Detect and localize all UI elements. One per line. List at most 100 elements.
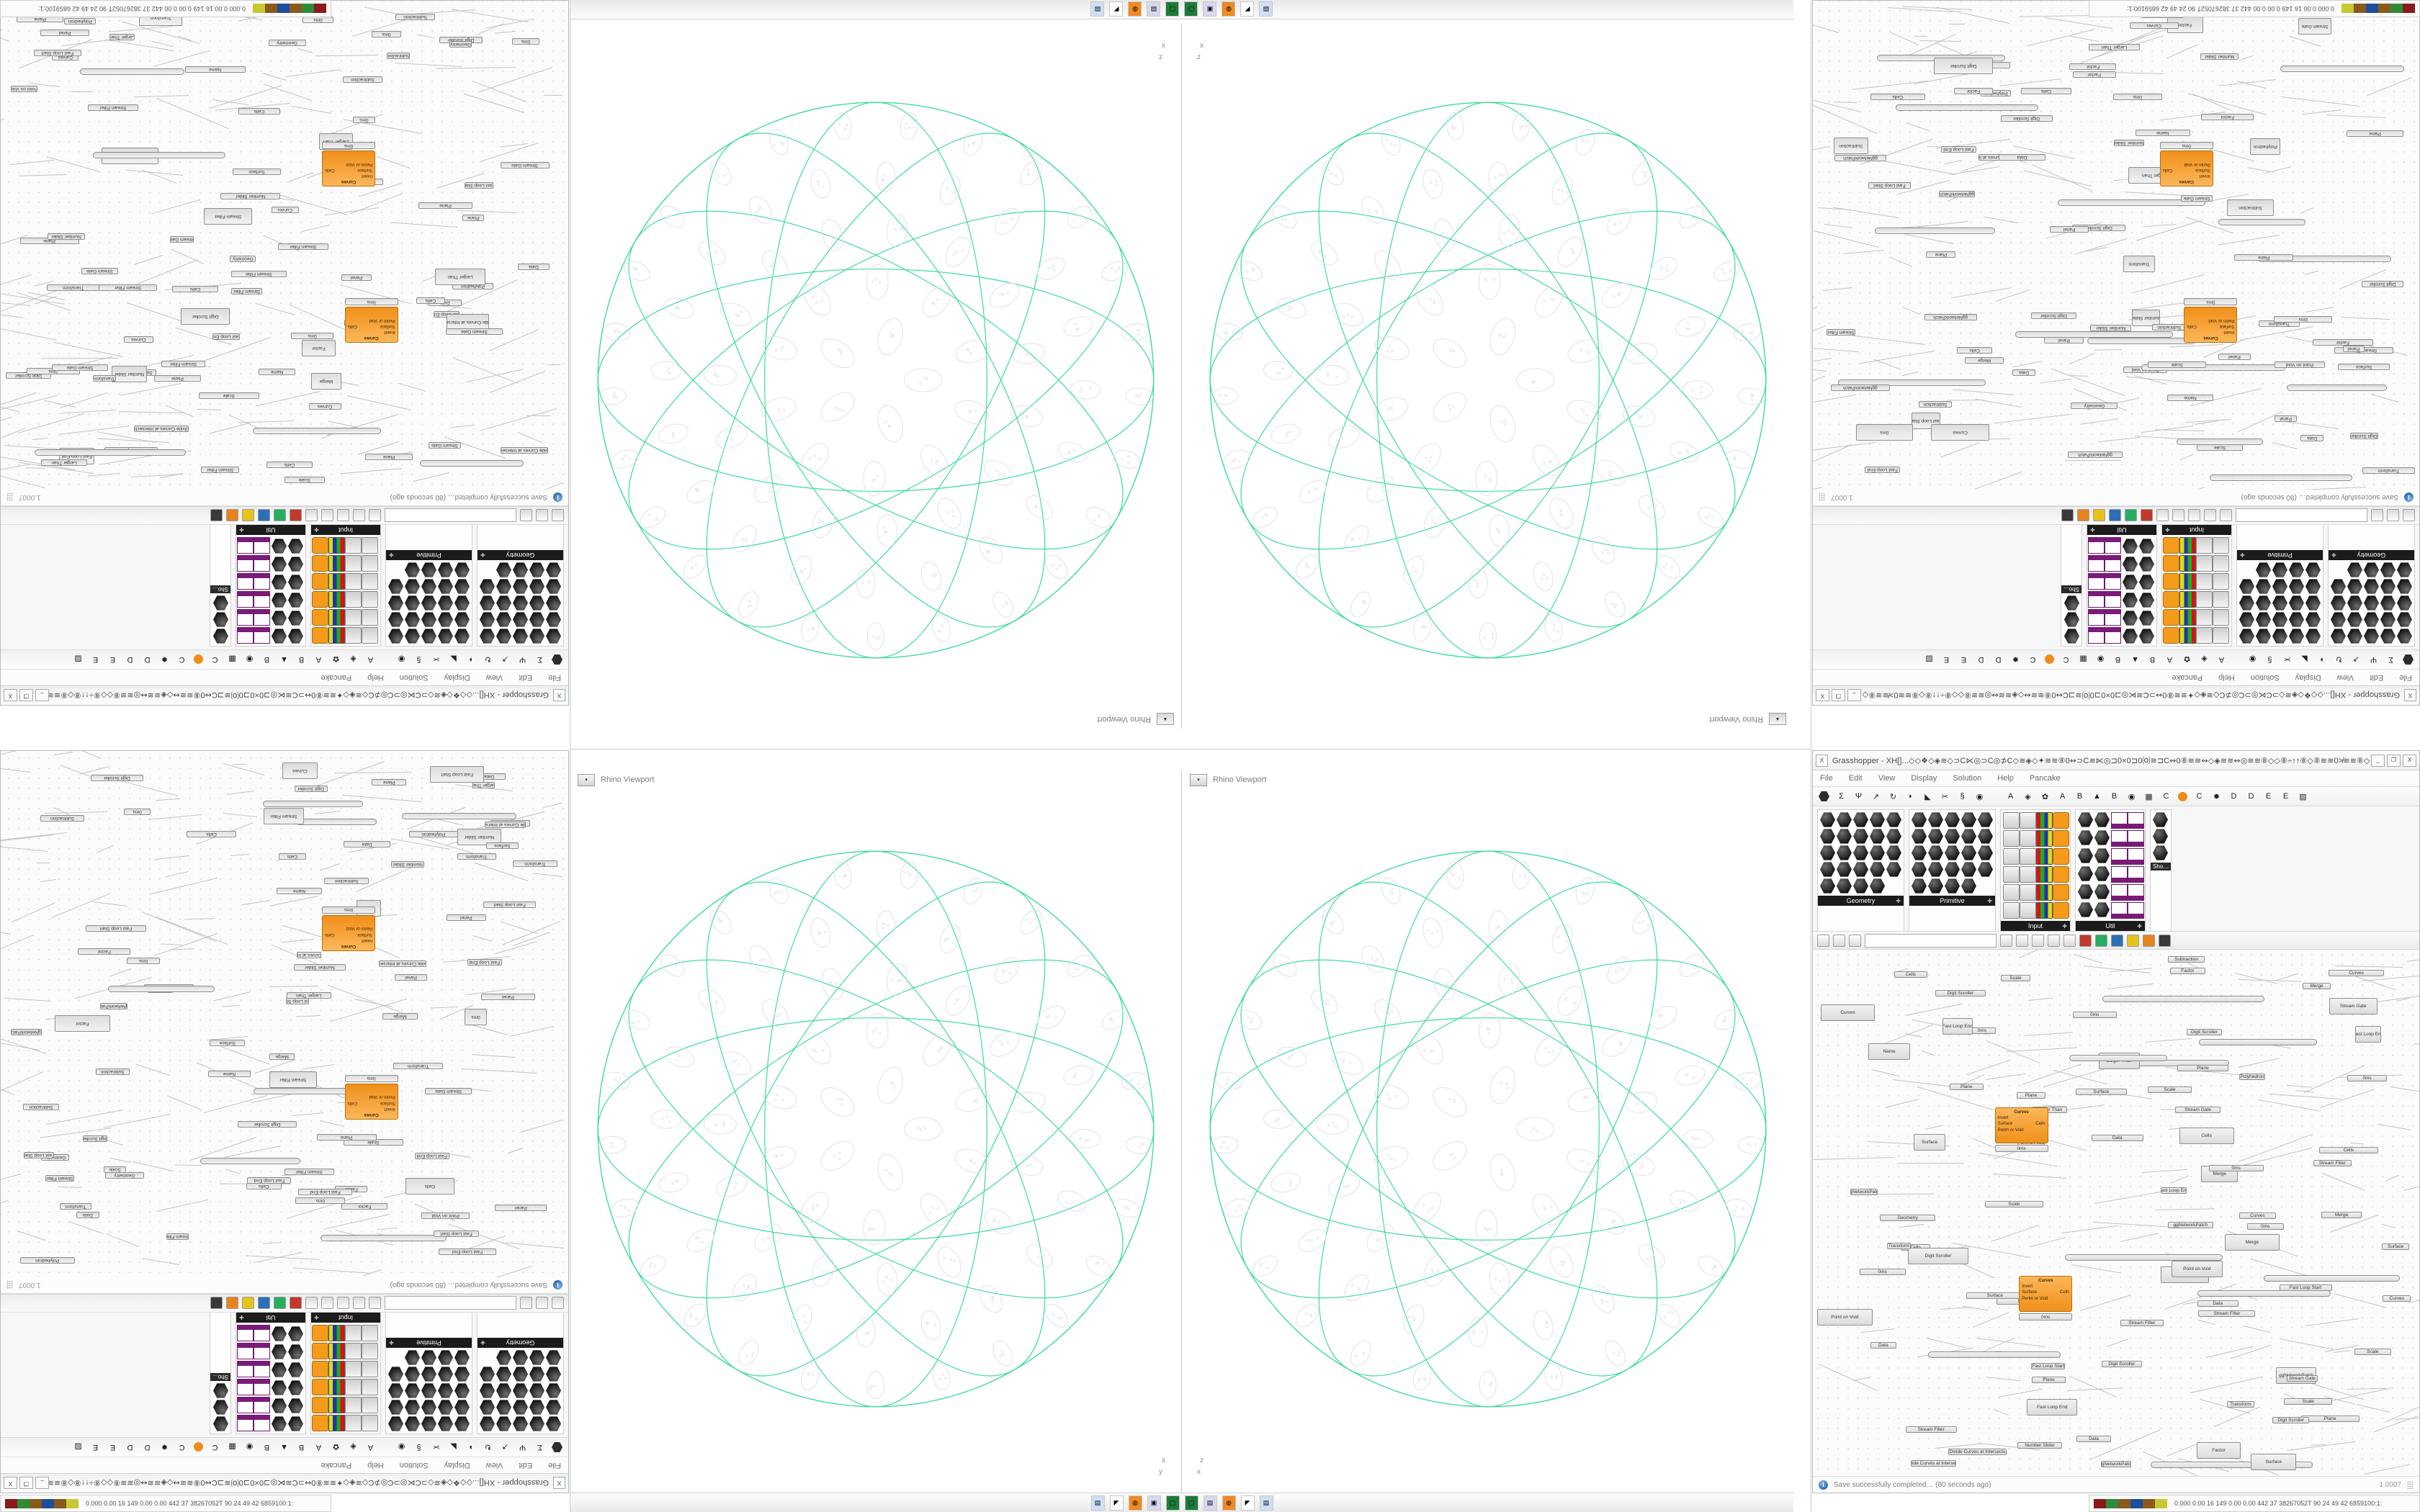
graph-node[interactable]: Geometry (230, 255, 256, 262)
component-icon-util-14[interactable] (254, 1361, 270, 1377)
component-icon-geometry-1[interactable] (1837, 812, 1852, 827)
component-icon-util-19[interactable] (2088, 555, 2105, 572)
component-icon-input-20[interactable] (362, 1325, 378, 1341)
menu-pancake[interactable]: Pancake (321, 1461, 352, 1470)
graph-node[interactable]: Transform (393, 1063, 444, 1070)
component-icon-util-16[interactable] (2139, 557, 2154, 572)
palette-icon-grid[interactable] (1818, 810, 1904, 896)
graph-node[interactable]: Digit Scroller (2361, 280, 2404, 287)
ribbon-category-6[interactable]: B (2111, 792, 2118, 801)
selected-component[interactable]: Curves Invert Surface Perim or Void Cells (322, 150, 376, 187)
palette-expand-icon[interactable]: ✚ (2165, 526, 2170, 534)
component-icon-input-18[interactable] (328, 1343, 345, 1359)
component-icon-primitive-23[interactable] (405, 1350, 420, 1365)
component-icon-input-11[interactable] (2163, 591, 2179, 608)
component-icon-input-22[interactable] (328, 537, 345, 554)
component-icon-primitive-11[interactable] (438, 595, 453, 611)
graph-node[interactable]: Cells (246, 1183, 282, 1190)
graph-node[interactable]: Plane (1926, 251, 1956, 258)
component-icon-util-16[interactable] (288, 557, 303, 572)
component-icon-extra-2[interactable] (2153, 845, 2168, 860)
component-icon-primitive-2[interactable] (421, 1416, 436, 1431)
component-icon-primitive-17[interactable] (421, 1367, 436, 1382)
graph-node[interactable]: Transform (513, 860, 557, 867)
component-icon-util-21[interactable] (272, 1326, 287, 1341)
component-icon-util-20[interactable] (288, 1326, 303, 1341)
close-button[interactable]: X (2403, 754, 2416, 767)
component-icon-util-19[interactable] (2128, 884, 2144, 901)
component-icon-input-3[interactable] (312, 627, 328, 644)
component-icon-input-20[interactable] (2003, 902, 2020, 919)
graph-node[interactable]: Stream Gate (169, 236, 194, 243)
graph-node[interactable]: Subtraction (1919, 401, 1953, 408)
graph-node[interactable] (401, 813, 516, 820)
component-icon-primitive-5[interactable] (454, 612, 470, 627)
component-icon-input-13[interactable] (345, 1361, 362, 1377)
hex-selected[interactable] (552, 1442, 563, 1453)
graph-node[interactable]: Factor (2069, 63, 2117, 71)
component-icon-primitive-7[interactable] (2272, 612, 2287, 627)
cone-icon[interactable]: ◣ (1924, 792, 1931, 801)
graph-node[interactable]: Point on Void (2171, 1261, 2223, 1278)
minimize-button[interactable]: _ (35, 1477, 49, 1490)
menu-solution[interactable]: Solution (1953, 774, 1982, 783)
component-output-cells[interactable]: Cells (347, 1100, 357, 1105)
component-icon-util-12[interactable] (2139, 575, 2154, 590)
menubar-2[interactable]: File Edit View Display Solution Help Pan… (1, 1457, 568, 1473)
component-palette-1[interactable]: Geometry ✚ Primitive ✚ Input ✚ Util ✚ Sho… (1, 524, 568, 649)
component-icon-geometry-1[interactable] (529, 1416, 544, 1431)
component-icon-geometry-18[interactable] (1870, 862, 1885, 877)
resize-grip[interactable] (6, 493, 13, 502)
graph-node[interactable]: Point on Void (10, 86, 37, 93)
component-icon-primitive-18[interactable] (2256, 579, 2271, 594)
component-icon-geometry-13[interactable] (1870, 845, 1885, 860)
calculator-icon[interactable]: ▤ (1090, 1, 1105, 17)
component-icon-primitive-1[interactable] (2289, 629, 2304, 644)
component-icon-primitive-17[interactable] (2272, 579, 2287, 594)
component-icon-geometry-3[interactable] (496, 1416, 511, 1431)
graph-node[interactable]: Panel (446, 914, 487, 922)
component-icon-util-9[interactable] (272, 593, 287, 608)
component-icon-geometry-2[interactable] (513, 1416, 528, 1431)
component-icon-primitive-15[interactable] (454, 579, 470, 594)
menu-pancake[interactable]: Pancake (321, 673, 352, 682)
graph-node[interactable]: ggNetworkPatch (10, 1029, 42, 1035)
component-icon-input-18[interactable] (328, 555, 345, 572)
component-icon-util-2[interactable] (2105, 627, 2121, 644)
component-icon-geometry-20[interactable] (546, 562, 561, 577)
component-icon-extra-0[interactable] (2153, 812, 2168, 827)
graph-node[interactable] (108, 986, 215, 993)
component-icon-primitive-20[interactable] (454, 1350, 470, 1365)
menu-edit[interactable]: Edit (519, 1461, 533, 1470)
component-icon-geometry-8[interactable] (1870, 829, 1885, 844)
graph-node[interactable]: Panel (2275, 415, 2298, 422)
open-file-icon[interactable] (536, 509, 548, 522)
ribbon-category-4[interactable]: B (2076, 792, 2083, 801)
ribbon-category-16[interactable]: E (1943, 655, 1950, 664)
graph-node[interactable]: Cells (2179, 1128, 2234, 1145)
firefox-icon[interactable]: ◍ (1222, 1495, 1236, 1511)
graph-node[interactable]: 0ms (371, 30, 402, 37)
component-input-perim-or-void[interactable]: Perim or Void (2022, 1296, 2048, 1301)
component-icon-input-0[interactable] (362, 1415, 378, 1431)
component-icon-util-3[interactable] (237, 627, 254, 644)
component-icon-util-8[interactable] (2078, 848, 2093, 863)
graph-node[interactable]: 0ms (1859, 1269, 1906, 1276)
color-yellow-icon[interactable] (242, 509, 254, 522)
component-icon-primitive-9[interactable] (2239, 612, 2254, 627)
graph-node[interactable]: Curves (2329, 969, 2384, 976)
graph-node[interactable]: Data (344, 840, 390, 847)
graph-node[interactable]: Fast Loop End (2354, 1026, 2382, 1043)
component-icon-geometry-12[interactable] (2364, 595, 2379, 611)
component-icon-util-11[interactable] (2128, 848, 2144, 865)
component-icon-primitive-19[interactable] (388, 579, 403, 594)
menu-view[interactable]: View (485, 673, 503, 682)
component-icon-util-9[interactable] (272, 1380, 287, 1395)
graph-node[interactable]: Data (2300, 435, 2324, 442)
color-green-icon[interactable] (274, 1297, 286, 1310)
component-icon-geometry-3[interactable] (1870, 812, 1885, 827)
graph-node[interactable]: Stream Gate (2286, 1375, 2318, 1382)
ribbon-category-15[interactable]: E (2265, 792, 2272, 801)
component-icon-primitive-19[interactable] (2239, 579, 2254, 594)
component-icon-geometry-6[interactable] (529, 1400, 544, 1415)
